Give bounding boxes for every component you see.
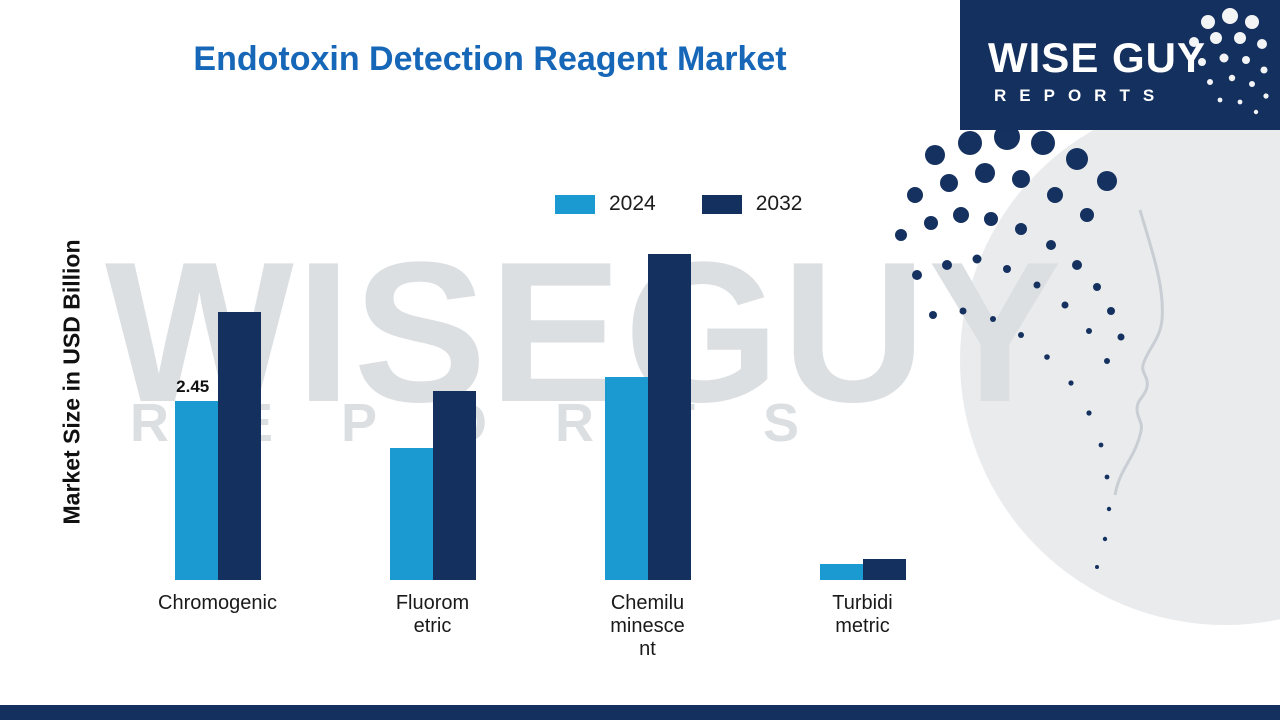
bar-group: Chemilu minesce nt — [540, 240, 755, 660]
head-dots-graphic — [895, 124, 1164, 569]
bar-groups: 2.45 Chromogenic Fluorom etric Chemilu mine… — [110, 240, 970, 660]
bar-group: Turbidi metric — [755, 240, 970, 637]
bar-2032-3 — [862, 559, 906, 580]
legend-swatch-2024 — [555, 194, 595, 214]
bar-group: 2.45 Chromogenic — [110, 240, 325, 614]
category-label: Chromogenic — [158, 592, 277, 614]
legend-item-2032: 2032 — [701, 192, 803, 216]
bar-pair: 2.45 — [174, 240, 261, 580]
logo-subtitle: REPORTS — [994, 86, 1168, 105]
bar-2024-1 — [389, 448, 433, 580]
footer-bar — [0, 705, 1280, 720]
logo-wordmark: WISE GUY — [988, 34, 1207, 81]
legend-label-2032: 2032 — [755, 192, 803, 215]
face-profile-line — [1113, 209, 1164, 496]
chart-legend: 2024 2032 — [555, 192, 802, 216]
wise-guy-reports-logo: WISE GUY REPORTS — [960, 0, 1280, 130]
legend-swatch-2032 — [701, 194, 742, 214]
y-axis-label: Market Size in USD Billion — [58, 239, 85, 525]
legend-item-2024: 2024 — [555, 192, 656, 216]
bar-2024-0: 2.45 — [174, 377, 218, 580]
bar-value-label: 2.45 — [176, 377, 210, 396]
watermark-wiseguy: WISEGUY — [105, 221, 1064, 444]
legend-label-2024: 2024 — [609, 192, 656, 215]
category-label: Fluorom etric — [395, 592, 470, 637]
bar-group: Fluorom etric — [325, 240, 540, 637]
page-title: Endotoxin Detection Reagent Market — [193, 40, 787, 78]
logo-head-dots-icon — [1189, 8, 1269, 115]
bar-pair — [819, 240, 906, 580]
bar-2032-2 — [647, 254, 691, 580]
category-label: Turbidi metric — [832, 592, 893, 637]
bar-pair — [604, 240, 691, 580]
bar-2024-3 — [819, 564, 863, 580]
bar-2032-0 — [217, 312, 261, 580]
bar-2032-1 — [432, 391, 476, 580]
category-label: Chemilu minesce nt — [610, 592, 685, 660]
bar-pair — [389, 240, 476, 580]
bar-2024-2 — [604, 377, 648, 580]
